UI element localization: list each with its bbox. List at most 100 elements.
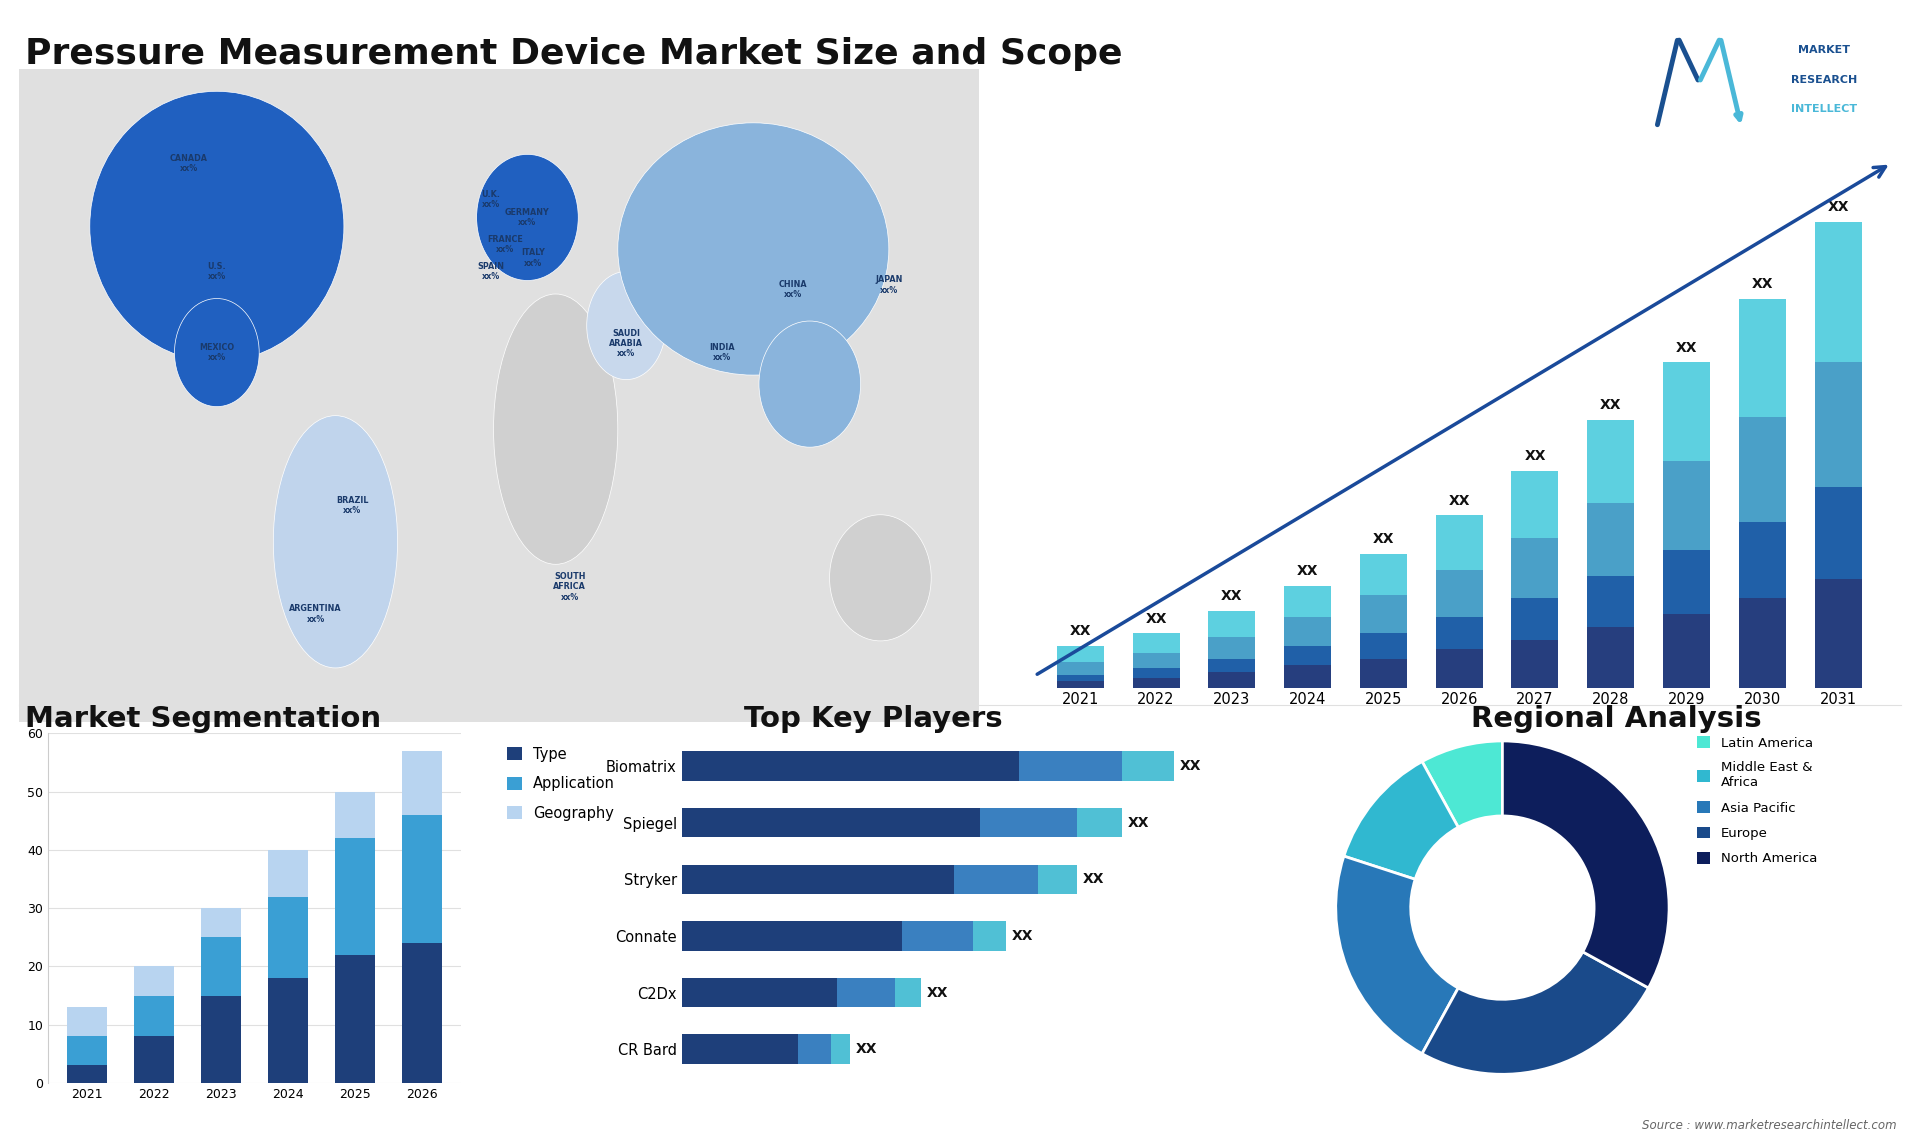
Wedge shape [1423,741,1501,827]
Bar [1814,487,1862,579]
Ellipse shape [493,295,618,564]
Bar [1740,598,1786,688]
Bar [1588,503,1634,576]
Text: Market Segmentation: Market Segmentation [25,705,380,732]
Bar [1133,668,1179,678]
Bar [682,752,1020,780]
Bar [1588,576,1634,627]
Ellipse shape [273,416,397,668]
Bar [1133,678,1179,688]
Bar [67,1007,108,1036]
Text: CHINA
xx%: CHINA xx% [778,280,806,299]
Bar [67,1036,108,1066]
Bar [1077,808,1123,838]
Bar [1039,864,1077,894]
Text: U.S.
xx%: U.S. xx% [207,261,227,281]
Text: XX: XX [1524,449,1546,463]
Bar [267,850,307,896]
Bar [973,921,1006,951]
Text: Source : www.marketresearchintellect.com: Source : www.marketresearchintellect.com [1642,1120,1897,1132]
Bar [1133,634,1179,652]
Text: XX: XX [1179,759,1202,774]
Text: XX: XX [1083,872,1104,886]
Bar [1814,222,1862,362]
Text: XX: XX [1012,929,1033,943]
Bar [1208,611,1256,636]
Bar [401,751,442,815]
Text: XX: XX [1599,398,1622,413]
Bar [1284,618,1331,646]
Text: ARGENTINA
xx%: ARGENTINA xx% [290,604,342,623]
Bar [1588,627,1634,688]
Text: XX: XX [1127,816,1150,830]
Bar [1359,554,1407,595]
Bar [902,921,973,951]
Bar [1284,586,1331,618]
Bar [1056,646,1104,662]
Bar [1663,550,1711,614]
Text: MARKET: MARKET [1797,46,1849,55]
Bar [1208,659,1256,672]
Text: XX: XX [1751,277,1772,291]
Text: INDIA
xx%: INDIA xx% [710,343,735,362]
Bar [837,978,895,1007]
Bar [1740,416,1786,521]
Text: ITALY
xx%: ITALY xx% [520,249,545,268]
Bar [267,896,307,978]
Bar [682,978,837,1007]
Text: U.K.
xx%: U.K. xx% [482,190,501,209]
Text: JAPAN
xx%: JAPAN xx% [876,275,902,295]
Ellipse shape [588,272,666,379]
Bar [334,792,374,839]
Bar [1511,471,1559,537]
Bar [799,1035,831,1063]
Text: MEXICO
xx%: MEXICO xx% [200,343,234,362]
Bar [1436,618,1482,650]
Legend: Type, Application, Geography: Type, Application, Geography [501,740,620,826]
Bar [682,921,902,951]
Text: XX: XX [1448,494,1471,508]
Wedge shape [1344,762,1457,879]
Bar [267,978,307,1083]
Text: BRAZIL
xx%: BRAZIL xx% [336,496,369,516]
Bar [1056,681,1104,688]
Ellipse shape [90,92,344,362]
Bar [401,815,442,943]
Ellipse shape [175,298,259,407]
Bar [682,864,954,894]
Bar [1511,598,1559,639]
Bar [1663,461,1711,550]
Text: Pressure Measurement Device Market Size and Scope: Pressure Measurement Device Market Size … [25,37,1123,71]
Bar [1436,516,1482,570]
Bar [682,808,979,838]
Bar [334,839,374,955]
Bar [895,978,922,1007]
Text: INTELLECT: INTELLECT [1791,104,1857,115]
Ellipse shape [476,155,578,281]
Text: XX: XX [1828,201,1849,214]
Text: XX: XX [1146,612,1167,626]
Bar [1663,614,1711,688]
Bar [1814,362,1862,487]
Bar [1814,579,1862,688]
Bar [1663,362,1711,461]
Bar [1436,650,1482,688]
Text: GERMANY
xx%: GERMANY xx% [505,207,549,227]
Text: Regional Analysis: Regional Analysis [1471,705,1763,732]
Wedge shape [1336,856,1457,1053]
Bar [1208,636,1256,659]
Bar [134,1036,175,1083]
Bar [202,937,242,996]
Legend: Latin America, Middle East &
Africa, Asia Pacific, Europe, North America: Latin America, Middle East & Africa, Asi… [1692,731,1822,871]
Bar [831,1035,851,1063]
Bar [1020,752,1123,780]
Bar [67,1066,108,1083]
Bar [202,908,242,937]
Text: RESEARCH: RESEARCH [1791,74,1857,85]
Bar [1588,419,1634,503]
Text: XX: XX [856,1042,877,1057]
Text: XX: XX [1296,564,1319,578]
Bar [1359,634,1407,659]
Wedge shape [1501,741,1668,988]
Ellipse shape [758,321,860,447]
